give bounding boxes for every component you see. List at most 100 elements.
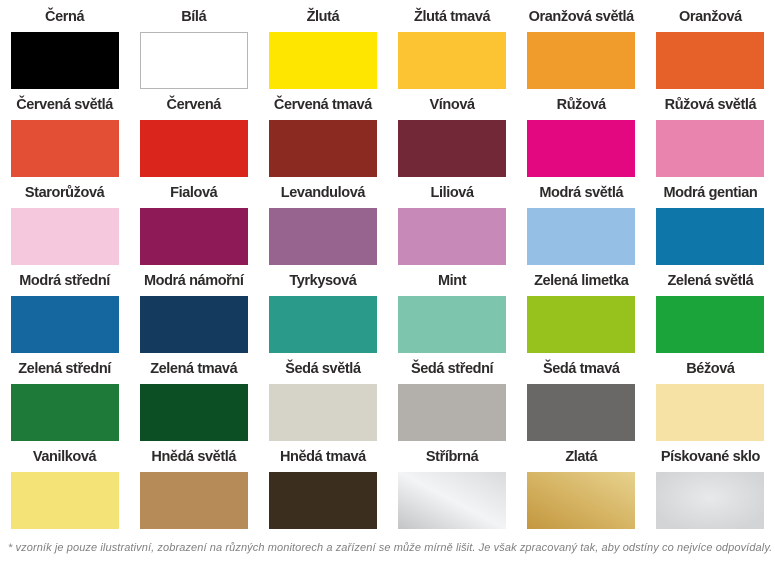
color-swatch	[656, 384, 765, 441]
color-swatch	[527, 120, 636, 177]
color-swatch	[10, 32, 119, 89]
swatch-cell: Šedá střední	[388, 354, 517, 442]
color-swatch	[656, 120, 765, 177]
swatch-cell: Červená	[129, 90, 258, 178]
color-swatch	[139, 120, 248, 177]
footnote: * vzorník je pouze ilustrativní, zobraze…	[8, 542, 773, 554]
swatch-label: Mint	[437, 273, 467, 289]
color-swatch	[656, 32, 765, 89]
swatch-grid: Černá Bílá Žlutá Žlutá tmavá Oranžová světlá…	[0, 2, 775, 530]
swatch-cell: Hnědá světlá	[129, 442, 258, 530]
swatch-cell: Stříbrná	[388, 442, 517, 530]
swatch-cell: Fialová	[129, 178, 258, 266]
color-swatch	[527, 32, 636, 89]
swatch-label: Modrá světlá	[539, 185, 624, 201]
swatch-label: Šedá střední	[410, 361, 494, 377]
color-swatch	[268, 208, 377, 265]
swatch-cell: Bílá	[129, 2, 258, 90]
color-swatch	[398, 472, 507, 529]
swatch-label: Růžová	[556, 97, 607, 113]
color-swatch	[656, 296, 765, 353]
swatch-label: Červená tmavá	[273, 97, 372, 113]
color-swatch	[268, 384, 377, 441]
swatch-label: Bílá	[181, 9, 207, 25]
swatch-label: Žlutá	[306, 9, 340, 25]
swatch-label: Růžová světlá	[664, 97, 757, 113]
color-swatch	[139, 208, 248, 265]
swatch-label: Červená	[166, 97, 222, 113]
swatch-label: Zelená limetka	[534, 273, 629, 289]
swatch-label: Zlatá	[565, 449, 598, 465]
swatch-label: Šedá světlá	[285, 361, 361, 377]
swatch-cell: Modrá námořní	[129, 266, 258, 354]
color-swatch	[398, 120, 507, 177]
swatch-cell: Růžová	[517, 90, 646, 178]
swatch-label: Starorůžová	[24, 185, 105, 201]
swatch-label: Modrá námořní	[143, 273, 244, 289]
swatch-label: Hnědá světlá	[151, 449, 237, 465]
color-swatch	[268, 296, 377, 353]
swatch-cell: Modrá gentian	[646, 178, 775, 266]
color-swatch	[527, 296, 636, 353]
swatch-label: Červená světlá	[16, 97, 113, 113]
swatch-cell: Tyrkysová	[258, 266, 387, 354]
swatch-cell: Hnědá tmavá	[258, 442, 387, 530]
swatch-label: Tyrkysová	[289, 273, 357, 289]
color-swatch	[139, 296, 248, 353]
color-swatch	[398, 208, 507, 265]
swatch-cell: Liliová	[388, 178, 517, 266]
swatch-cell: Modrá světlá	[517, 178, 646, 266]
swatch-label: Modrá střední	[19, 273, 110, 289]
swatch-cell: Zelená střední	[0, 354, 129, 442]
swatch-label: Černá	[45, 9, 85, 25]
swatch-label: Vínová	[429, 97, 476, 113]
color-swatch	[10, 472, 119, 529]
swatch-label: Liliová	[430, 185, 475, 201]
color-swatch	[139, 384, 248, 441]
color-swatch	[10, 120, 119, 177]
color-swatch	[10, 208, 119, 265]
swatch-cell: Pískované sklo	[646, 442, 775, 530]
swatch-label: Fialová	[170, 185, 218, 201]
swatch-cell: Zelená limetka	[517, 266, 646, 354]
swatch-cell: Zlatá	[517, 442, 646, 530]
swatch-label: Zelená světlá	[667, 273, 754, 289]
color-swatch	[268, 32, 377, 89]
swatch-cell: Zelená světlá	[646, 266, 775, 354]
swatch-label: Žlutá tmavá	[413, 9, 491, 25]
color-swatch	[268, 120, 377, 177]
swatch-cell: Oranžová světlá	[517, 2, 646, 90]
swatch-cell: Žlutá	[258, 2, 387, 90]
swatch-cell: Mint	[388, 266, 517, 354]
swatch-label: Béžová	[686, 361, 735, 377]
color-swatch	[10, 384, 119, 441]
color-swatch	[527, 208, 636, 265]
swatch-label: Zelená střední	[18, 361, 111, 377]
color-swatch	[656, 208, 765, 265]
color-swatch	[398, 32, 507, 89]
swatch-label: Hnědá tmavá	[279, 449, 366, 465]
color-swatch	[527, 472, 636, 529]
swatch-cell: Zelená tmavá	[129, 354, 258, 442]
swatch-label: Modrá gentian	[663, 185, 758, 201]
color-swatch	[527, 384, 636, 441]
swatch-cell: Červená tmavá	[258, 90, 387, 178]
swatch-cell: Černá	[0, 2, 129, 90]
swatch-cell: Červená světlá	[0, 90, 129, 178]
swatch-label: Stříbrná	[425, 449, 479, 465]
swatch-cell: Béžová	[646, 354, 775, 442]
color-swatch	[398, 384, 507, 441]
swatch-cell: Vínová	[388, 90, 517, 178]
color-swatch	[139, 32, 248, 89]
swatch-label: Šedá tmavá	[542, 361, 620, 377]
swatch-label: Oranžová světlá	[528, 9, 635, 25]
swatch-cell: Vanilková	[0, 442, 129, 530]
swatch-label: Levandulová	[280, 185, 366, 201]
swatch-cell: Růžová světlá	[646, 90, 775, 178]
color-swatch	[268, 472, 377, 529]
swatch-cell: Šedá tmavá	[517, 354, 646, 442]
swatch-label: Oranžová	[678, 9, 742, 25]
swatch-label: Zelená tmavá	[150, 361, 238, 377]
swatch-cell: Levandulová	[258, 178, 387, 266]
